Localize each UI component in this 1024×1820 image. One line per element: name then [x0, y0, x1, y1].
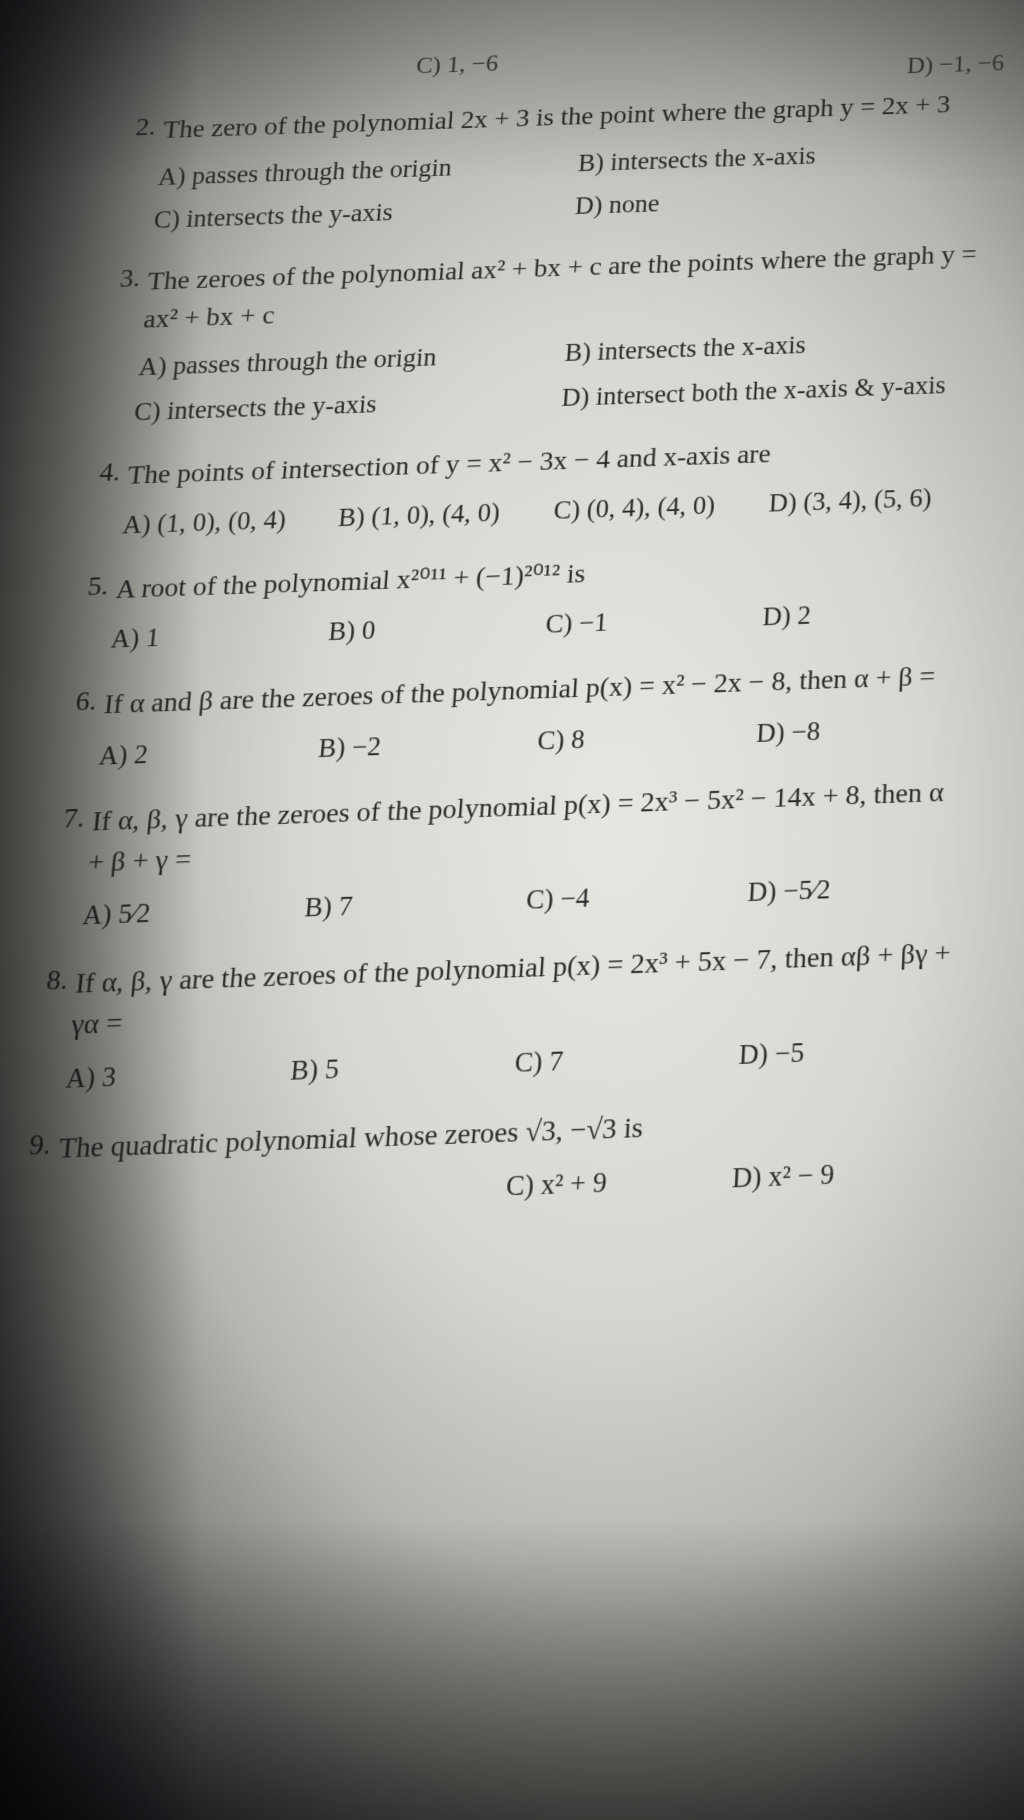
question-number: 4.: [91, 458, 122, 489]
question-2: 2. The zero of the polynomial 2x + 3 is …: [152, 86, 994, 241]
question-number: 2.: [128, 113, 158, 143]
option-b: B) 5: [289, 1042, 511, 1093]
question-number: 6.: [67, 686, 98, 718]
option-b: [278, 1165, 502, 1217]
option-c: C) (0, 4), (4, 0): [552, 484, 764, 531]
option-b: B) intersects the x-axis: [577, 131, 992, 183]
question-4: 4. The points of intersection of y = x² …: [121, 429, 981, 546]
question-number: 3.: [112, 264, 142, 294]
partial-prev-option-d: D) −1, −6: [906, 49, 1004, 79]
option-a: A) 3: [64, 1050, 287, 1101]
option-c: C) −1: [544, 598, 758, 646]
question-number: 9.: [20, 1128, 52, 1163]
option-c: C) intersects the y-axis: [132, 379, 557, 433]
option-a: A) (1, 0), (0, 4): [121, 498, 335, 545]
question-5: 5. A root of the polynomial x²⁰¹¹ + (−1)…: [109, 541, 976, 660]
option-c: C) intersects the y-axis: [152, 188, 571, 240]
option-d: D) −8: [755, 706, 970, 755]
question-9: 9. The quadratic polynomial whose zeroes…: [51, 1096, 955, 1225]
option-c: C) −4: [525, 872, 743, 922]
option-d: D) none: [574, 174, 991, 226]
option-d: D) −5: [738, 1026, 958, 1077]
question-7: 7. If α, β, γ are the zeroes of the poly…: [81, 773, 968, 937]
question-number: 7.: [55, 803, 87, 836]
option-d: D) x² − 9: [731, 1149, 953, 1201]
option-a: A) 2: [97, 728, 314, 777]
option-c: C) 8: [536, 713, 751, 762]
margin-word: otones: [0, 1042, 1, 1150]
option-c: C) 7: [513, 1034, 734, 1085]
option-d: D) intersect both the x-axis & y-axis: [560, 365, 983, 418]
option-b: B) −2: [317, 721, 533, 770]
option-d: D) (3, 4), (5, 6): [768, 477, 979, 524]
question-number: 8.: [38, 964, 70, 998]
option-d: D) 2: [762, 590, 975, 638]
option-d: D) −5⁄2: [747, 864, 964, 914]
option-a: A) passes through the origin: [156, 145, 573, 197]
option-a: A) 5⁄2: [81, 887, 301, 937]
question-3: 3. The zeroes of the polynomial ax² + bx…: [132, 236, 988, 432]
option-b: B) intersects the x-axis: [563, 320, 984, 373]
question-number: 5.: [79, 571, 110, 603]
option-b: B) 0: [327, 605, 541, 653]
option-a: A) passes through the origin: [137, 335, 560, 388]
partial-prev-option-c: C) 1, −6: [415, 50, 499, 79]
question-6: 6. If α and β are the zeroes of the poly…: [97, 656, 972, 777]
option-a: A) 1: [109, 612, 324, 660]
question-8: 8. If α, β, γ are the zeroes of the poly…: [64, 933, 961, 1101]
option-a: [51, 1173, 276, 1225]
option-b: B) 7: [303, 879, 522, 929]
worksheet-page: C) 1, −6 D) −1, −6 2. The zero of the po…: [0, 58, 1023, 1820]
option-c: C) x² + 9: [505, 1157, 728, 1209]
option-b: B) (1, 0), (4, 0): [337, 491, 550, 538]
